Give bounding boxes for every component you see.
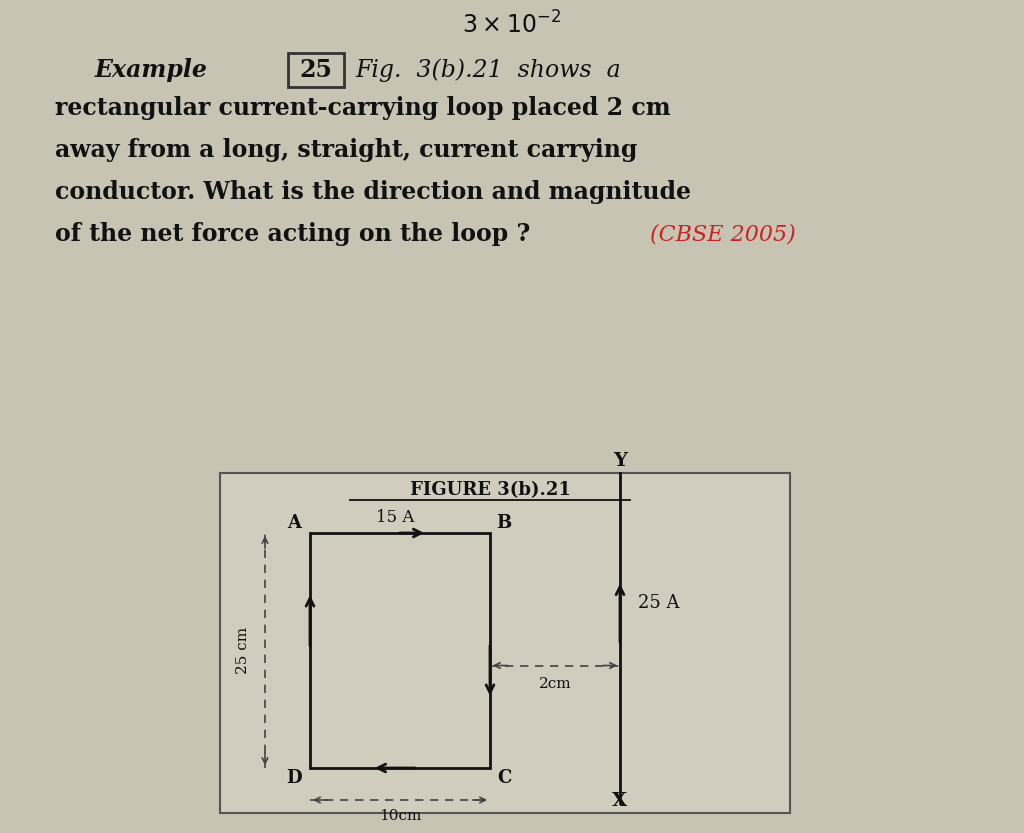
- Text: 15 A: 15 A: [376, 508, 414, 526]
- Bar: [220, 473, 790, 813]
- Bar: [310, 533, 490, 768]
- Text: A: A: [287, 514, 301, 532]
- Text: 25 A: 25 A: [638, 594, 680, 612]
- Text: FIGURE 3(b).21: FIGURE 3(b).21: [410, 481, 570, 499]
- Text: 25: 25: [300, 58, 333, 82]
- Text: of the net force acting on the loop ?: of the net force acting on the loop ?: [55, 222, 530, 246]
- Text: Y: Y: [613, 452, 627, 470]
- Text: $3\times10^{-2}$: $3\times10^{-2}$: [463, 12, 561, 38]
- Text: conductor. What is the direction and magnitude: conductor. What is the direction and mag…: [55, 180, 691, 204]
- Text: Fig.  3(b).21  shows  a: Fig. 3(b).21 shows a: [355, 58, 621, 82]
- Text: Example: Example: [95, 58, 208, 82]
- FancyBboxPatch shape: [288, 53, 344, 87]
- Text: rectangular current-carrying loop placed 2 cm: rectangular current-carrying loop placed…: [55, 96, 671, 120]
- Text: B: B: [497, 514, 512, 532]
- Text: 25 cm: 25 cm: [236, 627, 250, 674]
- Text: 10cm: 10cm: [379, 809, 421, 823]
- Text: away from a long, straight, current carrying: away from a long, straight, current carr…: [55, 138, 637, 162]
- Text: 2cm: 2cm: [539, 676, 571, 691]
- Text: D: D: [286, 769, 302, 787]
- Text: C: C: [497, 769, 511, 787]
- Text: (CBSE 2005): (CBSE 2005): [650, 223, 796, 245]
- Text: X: X: [612, 792, 628, 810]
